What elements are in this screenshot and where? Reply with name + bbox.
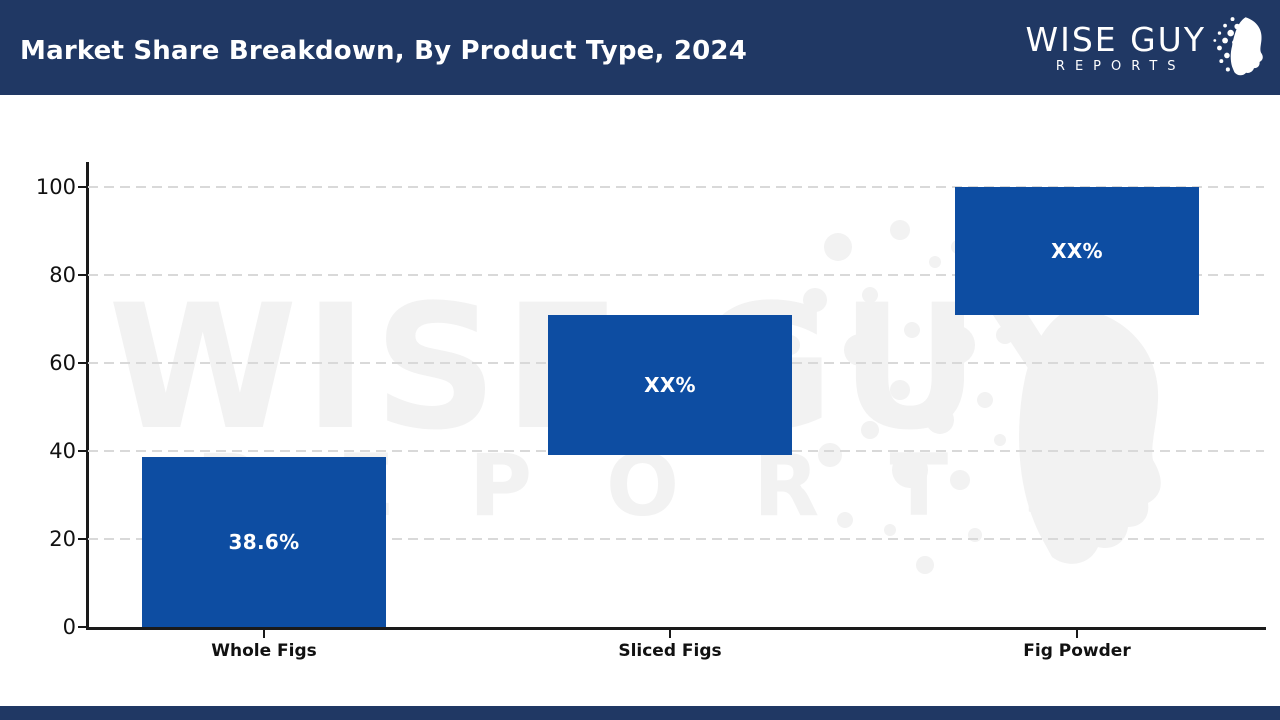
header-bar: Market Share Breakdown, By Product Type,… xyxy=(0,0,1280,95)
x-tick-mark xyxy=(263,630,265,638)
y-axis-line xyxy=(86,162,89,630)
dotted-face-icon xyxy=(1213,16,1263,75)
gridline xyxy=(88,274,1264,277)
x-tick-mark xyxy=(1076,630,1078,638)
gridline xyxy=(88,538,1264,540)
gridline xyxy=(88,186,1264,189)
logo-text: WISE GUY REPORTS xyxy=(1025,23,1206,73)
y-tick-mark xyxy=(78,538,86,540)
y-tick-label: 100 xyxy=(35,174,76,199)
bar-segment: 38.6% xyxy=(142,457,386,627)
category-label: Fig Powder xyxy=(1023,641,1131,661)
y-tick-label: 60 xyxy=(49,350,76,375)
category-label: Sliced Figs xyxy=(618,641,722,661)
bar-value-label: 38.6% xyxy=(228,530,300,555)
logo-wordmark: WISE GUY xyxy=(1025,19,1206,59)
wise-guy-reports-logo: WISE GUY REPORTS xyxy=(1025,0,1268,95)
chart-area: WISE GUY REPORTS 0 xyxy=(0,95,1280,706)
page-title: Market Share Breakdown, By Product Type,… xyxy=(20,35,747,66)
y-tick-mark xyxy=(78,186,86,189)
bar-value-label: XX% xyxy=(644,373,696,398)
y-tick-label: 20 xyxy=(49,526,76,551)
y-tick-mark xyxy=(78,626,86,628)
category-label: Whole Figs xyxy=(211,641,317,661)
y-tick-mark xyxy=(78,362,86,364)
x-tick-mark xyxy=(669,630,671,638)
bar-segment: XX% xyxy=(548,314,792,456)
logo-subtitle: REPORTS xyxy=(1055,58,1186,74)
bar-value-label: XX% xyxy=(1051,238,1103,263)
y-tick-mark xyxy=(78,274,86,277)
y-tick-mark xyxy=(78,450,86,452)
y-tick-label: 40 xyxy=(49,438,76,463)
y-tick-label: 0 xyxy=(62,614,76,639)
bar-segment: XX% xyxy=(955,187,1199,315)
x-axis-line xyxy=(86,627,1266,630)
footer-bar xyxy=(0,706,1280,720)
y-tick-label: 80 xyxy=(49,262,76,287)
